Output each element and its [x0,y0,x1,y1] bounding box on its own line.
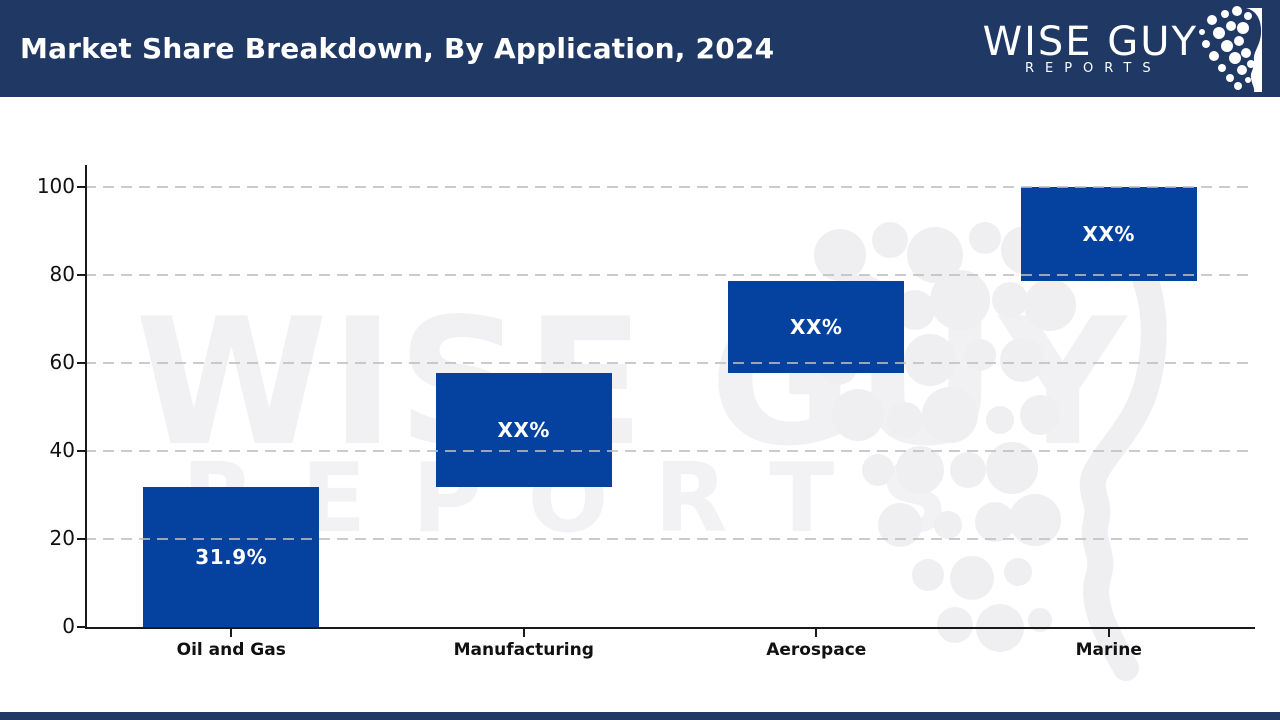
gridline-20 [85,538,1255,540]
bar-manufacturing: XX% [435,373,612,487]
chart-title: Market Share Breakdown, By Application, … [20,32,775,65]
y-axis-tick-mark [77,450,85,452]
bar-oil-and-gas: 31.9% [143,486,320,627]
x-axis-tick-mark [1107,629,1110,637]
x-axis-category-label: Manufacturing [453,640,594,660]
bar-marine: XX% [1020,187,1197,282]
y-axis-tick-label: 100 [36,174,75,198]
y-axis-tick-label: 80 [49,262,75,286]
y-axis-tick-mark [77,274,85,276]
bar-value-label: XX% [790,315,843,340]
header-bar: Market Share Breakdown, By Application, … [0,0,1280,97]
y-axis-tick-mark [77,362,85,364]
gridline-80 [85,274,1255,276]
bar-value-label: XX% [1082,222,1135,247]
logo-secondary-text: REPORTS [1024,61,1162,76]
bar-value-label: XX% [497,417,550,442]
y-axis-tick-label: 40 [49,438,75,462]
gridline-40 [85,450,1255,452]
y-axis-tick-mark [77,186,85,188]
footer-bar [0,712,1280,720]
y-axis-line [85,165,87,629]
logo-primary-text: WISE GUY [982,19,1198,65]
gridline-60 [85,362,1255,364]
x-axis-tick-mark [815,629,818,637]
y-axis-tick-label: 60 [49,350,75,374]
y-axis-tick-label: 0 [62,614,75,638]
x-axis-tick-mark [230,629,233,637]
bar-value-label: 31.9% [195,544,268,569]
y-axis-tick-mark [77,626,85,628]
gridline-100 [85,186,1255,188]
x-axis-line [85,627,1255,629]
bar-aerospace: XX% [728,281,905,374]
logo-head-icon [1199,5,1262,92]
x-axis-category-label: Marine [1075,640,1142,660]
wise-guy-logo: WISE GUY REPORTS [983,5,1262,92]
y-axis-tick-label: 20 [49,526,75,550]
y-axis-tick-mark [77,538,85,540]
x-axis-category-label: Oil and Gas [176,640,286,660]
x-axis-tick-mark [522,629,525,637]
x-axis-category-label: Aerospace [766,640,867,660]
logo-text: WISE GUY REPORTS [983,21,1198,76]
